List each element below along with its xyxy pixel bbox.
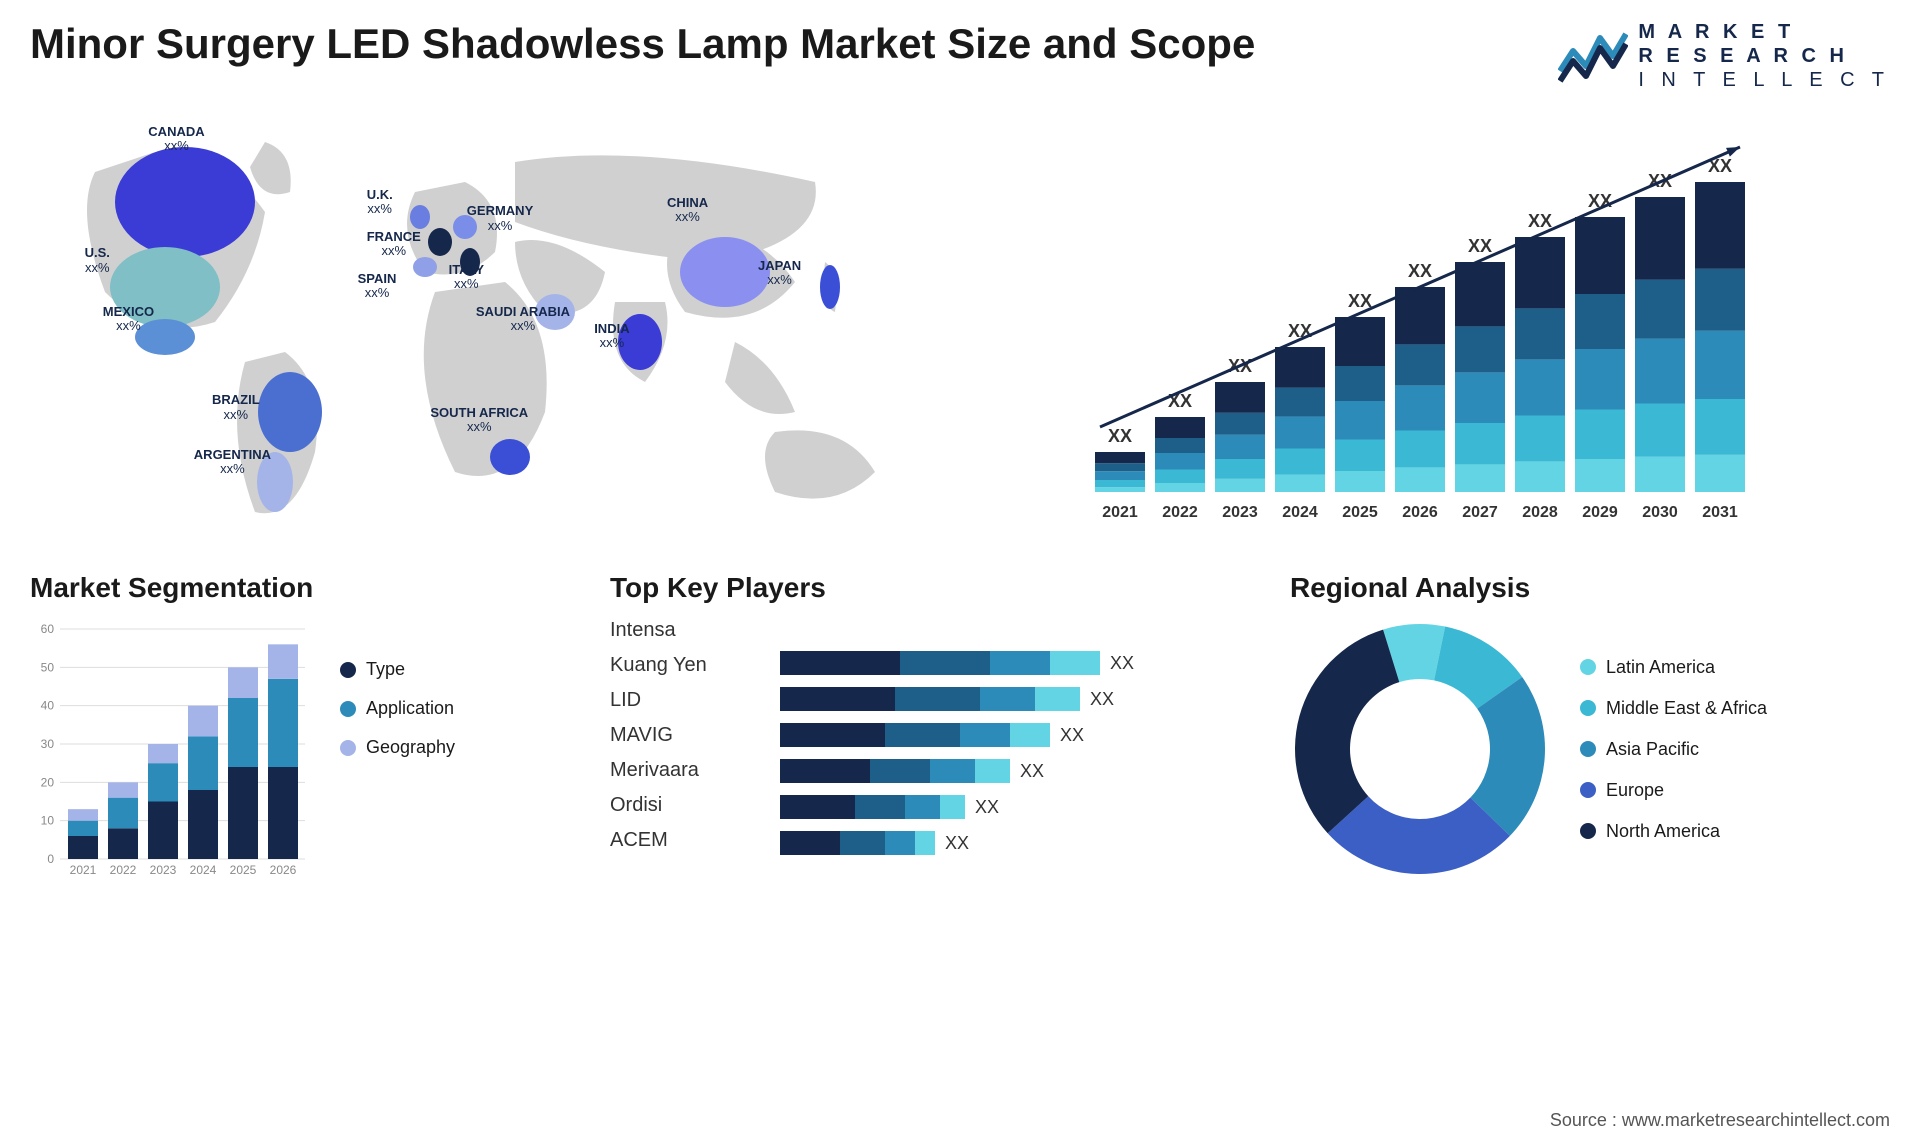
players-title: Top Key Players	[610, 572, 1260, 604]
country-label: ARGENTINAxx%	[194, 448, 271, 477]
svg-text:XX: XX	[1468, 236, 1492, 256]
players-bar-chart: XX XX XX XX XX XX	[780, 619, 1134, 855]
country-label: ITALYxx%	[449, 263, 484, 292]
page-title: Minor Surgery LED Shadowless Lamp Market…	[30, 20, 1255, 68]
legend-item: Middle East & Africa	[1580, 698, 1767, 719]
svg-text:XX: XX	[1528, 211, 1552, 231]
country-label: CHINAxx%	[667, 196, 708, 225]
svg-text:2029: 2029	[1582, 504, 1618, 521]
country-label: GERMANYxx%	[467, 204, 533, 233]
svg-text:10: 10	[41, 814, 55, 828]
country-label: FRANCExx%	[367, 230, 421, 259]
player-name: Intensa	[610, 619, 750, 642]
svg-text:XX: XX	[1408, 261, 1432, 281]
svg-text:60: 60	[41, 622, 55, 636]
svg-text:XX: XX	[1168, 391, 1192, 411]
legend-item: Type	[340, 659, 455, 680]
logo-mark-icon	[1558, 26, 1628, 86]
svg-text:2023: 2023	[1222, 504, 1258, 521]
regional-donut-chart	[1290, 619, 1550, 879]
country-label: INDIAxx%	[594, 322, 629, 351]
player-bar-row: XX	[780, 651, 1134, 675]
logo-line3: I N T E L L E C T	[1638, 68, 1890, 92]
player-name: ACEM	[610, 829, 750, 852]
svg-text:2023: 2023	[150, 863, 177, 877]
svg-text:2030: 2030	[1642, 504, 1678, 521]
player-name: LID	[610, 689, 750, 712]
svg-text:2027: 2027	[1462, 504, 1498, 521]
legend-item: Latin America	[1580, 657, 1767, 678]
svg-text:2021: 2021	[70, 863, 97, 877]
player-bar-row: XX	[780, 687, 1134, 711]
brand-logo: M A R K E T R E S E A R C H I N T E L L …	[1558, 20, 1890, 92]
segmentation-legend: Type Application Geography	[340, 619, 455, 879]
svg-text:2031: 2031	[1702, 504, 1738, 521]
svg-text:2025: 2025	[1342, 504, 1378, 521]
logo-line2: R E S E A R C H	[1638, 44, 1890, 68]
growth-bar-chart: XX2021XX2022XX2023XX2024XX2025XX2026XX20…	[980, 112, 1890, 532]
regional-legend: Latin America Middle East & Africa Asia Pa…	[1580, 657, 1767, 842]
country-label: SPAINxx%	[358, 272, 397, 301]
player-name: Ordisi	[610, 794, 750, 817]
logo-line1: M A R K E T	[1638, 20, 1890, 44]
svg-text:2024: 2024	[1282, 504, 1318, 521]
world-map: CANADAxx% U.S.xx% MEXICOxx% BRAZILxx% ARGENT…	[30, 112, 940, 532]
players-list: Intensa Kuang Yen LID MAVIG Merivaara Ordisi A…	[610, 619, 750, 855]
legend-item: Europe	[1580, 780, 1767, 801]
country-label: MEXICOxx%	[103, 305, 154, 334]
svg-text:2024: 2024	[190, 863, 217, 877]
svg-text:2025: 2025	[230, 863, 257, 877]
svg-text:30: 30	[41, 737, 55, 751]
country-label: U.S.xx%	[85, 246, 110, 275]
player-bar-row: XX	[780, 795, 1134, 819]
legend-item: North America	[1580, 821, 1767, 842]
segmentation-title: Market Segmentation	[30, 572, 580, 604]
player-name: MAVIG	[610, 724, 750, 747]
svg-text:40: 40	[41, 699, 55, 713]
player-name: Merivaara	[610, 759, 750, 782]
svg-text:2028: 2028	[1522, 504, 1558, 521]
country-label: JAPANxx%	[758, 259, 801, 288]
svg-text:2022: 2022	[1162, 504, 1198, 521]
svg-text:0: 0	[47, 852, 54, 866]
regional-title: Regional Analysis	[1290, 572, 1890, 604]
country-label: SAUDI ARABIAxx%	[476, 305, 570, 334]
country-label: SOUTH AFRICAxx%	[430, 406, 528, 435]
svg-text:20: 20	[41, 775, 55, 789]
svg-text:2026: 2026	[270, 863, 297, 877]
country-label: BRAZILxx%	[212, 393, 260, 422]
country-label: U.K.xx%	[367, 188, 393, 217]
legend-item: Geography	[340, 737, 455, 758]
player-name: Kuang Yen	[610, 654, 750, 677]
player-bar-row: XX	[780, 723, 1134, 747]
player-bar-row: XX	[780, 831, 1134, 855]
country-label: CANADAxx%	[148, 125, 204, 154]
legend-item: Asia Pacific	[1580, 739, 1767, 760]
svg-text:2021: 2021	[1102, 504, 1138, 521]
player-bar-row: XX	[780, 759, 1134, 783]
svg-text:2026: 2026	[1402, 504, 1438, 521]
source-text: Source : www.marketresearchintellect.com	[1550, 1110, 1890, 1131]
legend-item: Application	[340, 698, 455, 719]
svg-text:2022: 2022	[110, 863, 137, 877]
segmentation-chart: 0 10 20 30 40 50 60 2021 2022 2023 2024 2025 2026	[30, 619, 310, 879]
svg-text:XX: XX	[1108, 426, 1132, 446]
svg-text:50: 50	[41, 660, 55, 674]
